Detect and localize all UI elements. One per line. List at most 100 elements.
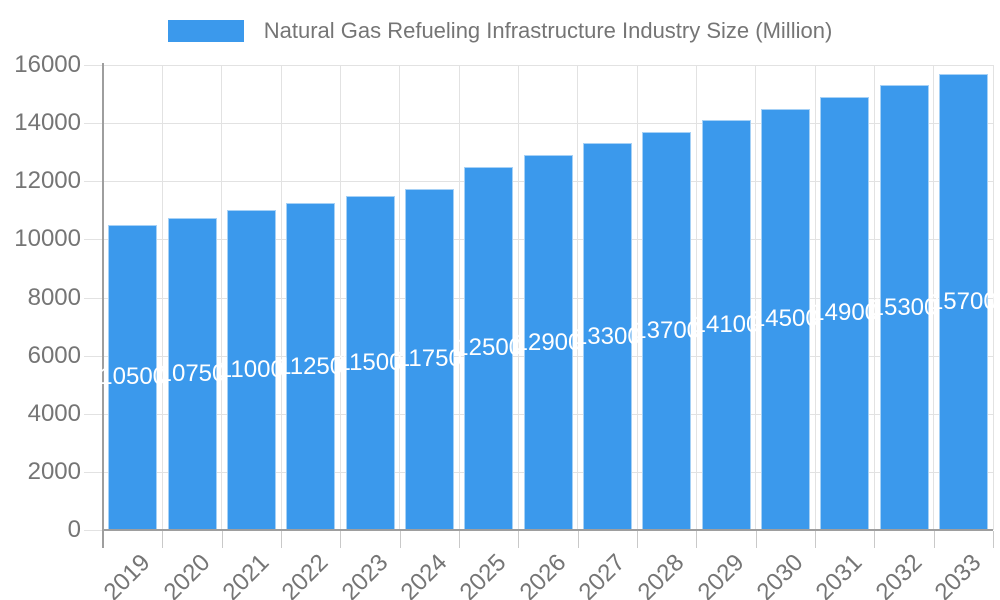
x-axis-tick [221,531,223,548]
bar-value-label: 11500 [337,348,403,376]
x-axis-label: 2026 [514,549,572,600]
bar-value-label: 12900 [514,328,582,356]
v-gridline [458,65,460,530]
y-axis-label: 4000 [27,399,81,427]
bar-value-label: 10750 [158,359,226,387]
bar-2023[interactable] [345,195,395,530]
y-axis-tick [84,530,103,531]
bar-2031[interactable] [820,96,870,530]
v-gridline [755,65,757,530]
v-gridline [873,65,875,530]
bar-value-label: 14900 [811,299,879,327]
x-axis-tick [162,531,164,548]
y-axis-tick [84,413,103,415]
x-axis-tick [933,531,935,548]
y-axis-tick [84,297,103,299]
h-gridline [103,123,993,125]
x-axis-tick [518,531,520,548]
x-axis-label: 2021 [217,549,275,600]
y-axis-label: 12000 [14,167,81,195]
bar-value-label: 11750 [396,345,462,373]
v-gridline [399,65,401,530]
x-axis-tick [815,531,816,548]
x-axis-label: 2028 [632,549,690,600]
bar-value-label: 14500 [751,305,819,333]
v-gridline [517,65,519,530]
bar-value-label: 15700 [929,287,997,315]
v-gridline [992,65,994,530]
x-axis-label: 2025 [454,549,512,600]
x-axis-tick [399,531,401,548]
y-axis-label: 14000 [14,109,81,137]
bar-2033[interactable] [938,73,988,530]
bar-2020[interactable] [167,217,217,530]
legend: Natural Gas Refueling Infrastructure Ind… [0,14,1000,48]
y-axis-label: 6000 [27,341,81,369]
x-axis-label: 2019 [98,549,156,600]
bar-2028[interactable] [642,131,692,530]
v-gridline [221,65,223,530]
bar-2032[interactable] [879,85,929,530]
bar-value-label: 13300 [573,322,641,350]
x-axis-tick [340,531,342,548]
y-axis-tick [84,355,103,357]
y-axis-label: 8000 [27,283,81,311]
x-axis-tick [577,531,579,548]
x-axis-label: 2023 [336,549,394,600]
x-axis-line [103,529,993,531]
v-gridline [636,65,638,530]
x-axis-label: 2024 [395,549,453,600]
y-axis-label: 16000 [14,51,81,78]
y-axis-tick [84,123,103,125]
legend-color-swatch [167,20,244,42]
v-gridline [280,65,282,530]
bar-value-label: 11000 [218,356,284,384]
plot-area: 10500 10750 11000 11250 11500 11750 12500 12900… [99,65,997,530]
v-gridline [577,65,579,530]
v-gridline [933,65,935,530]
legend-item[interactable]: Natural Gas Refueling Infrastructure Ind… [167,18,833,44]
bar-value-label: 13700 [633,316,701,344]
bar-2021[interactable] [226,210,276,530]
x-axis-tick [459,531,460,548]
y-axis-label: 2000 [27,457,81,485]
y-axis-label: 10000 [14,225,81,253]
v-gridline [695,65,697,530]
y-axis-tick [84,239,103,241]
x-axis-tick [637,531,638,548]
y-axis-label: 0 [67,516,81,543]
y-axis-line [102,63,104,548]
y-axis-tick [84,65,103,66]
x-axis-tick [696,531,698,548]
bar-2029[interactable] [701,120,751,530]
v-gridline [814,65,816,530]
x-axis-tick [281,531,282,548]
x-axis-label: 2032 [870,549,928,600]
bar-2030[interactable] [760,108,810,530]
x-axis-tick [755,531,757,548]
x-axis-label: 2029 [692,549,750,600]
y-axis-tick [84,181,103,183]
v-gridline [339,65,341,530]
bar-value-label: 14100 [692,311,760,339]
bar-value-label: 12500 [455,334,523,362]
bar-2025[interactable] [464,166,514,530]
bar-2026[interactable] [523,155,573,530]
bar-2022[interactable] [286,203,336,530]
bar-2019[interactable] [108,224,158,530]
h-gridline [103,65,993,66]
x-axis-tick [874,531,876,548]
bar-value-label: 15300 [870,293,938,321]
bar-2027[interactable] [582,143,632,530]
v-gridline [161,65,163,530]
x-axis-tick [993,531,994,548]
bar-value-label: 10500 [99,363,167,391]
bar-value-label: 11250 [278,352,344,380]
x-axis-label: 2030 [751,549,809,600]
legend-series-label: Natural Gas Refueling Infrastructure Ind… [263,18,833,43]
y-axis-tick [84,471,103,473]
x-axis-label: 2020 [158,549,216,600]
x-axis-label: 2033 [929,549,987,600]
bar-2024[interactable] [404,188,454,530]
